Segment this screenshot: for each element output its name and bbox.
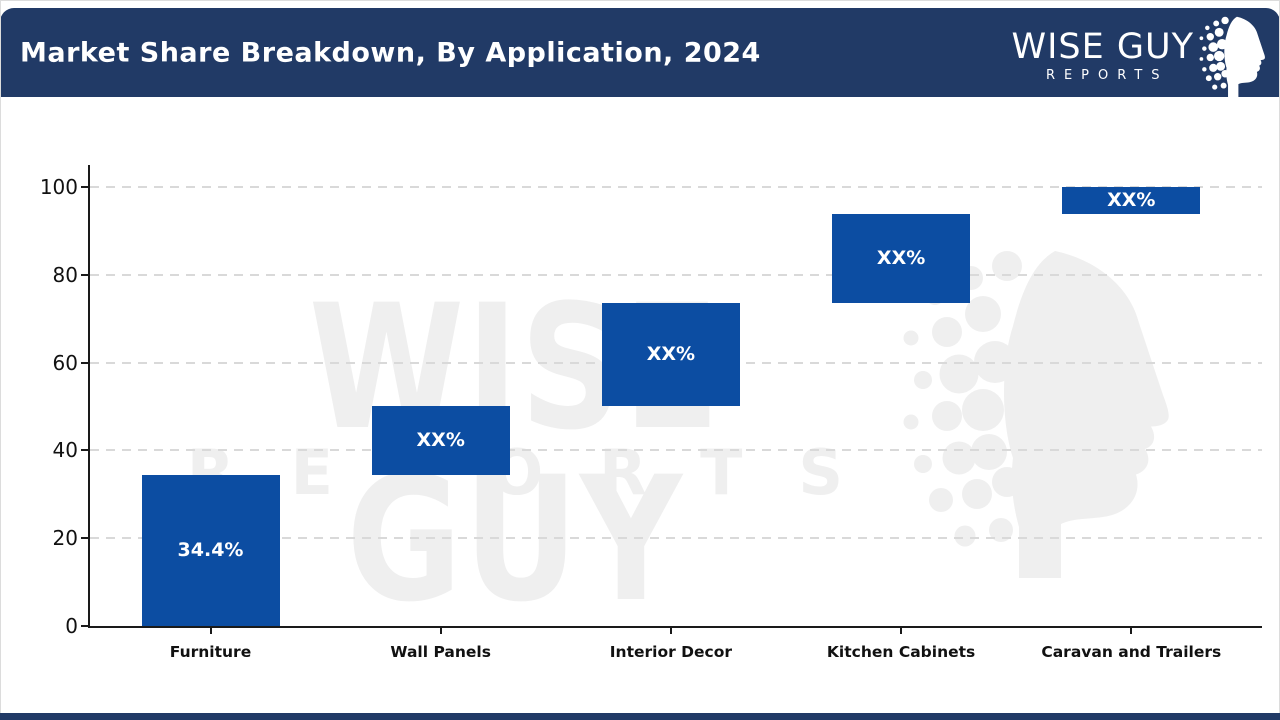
logo-wise-guy-label: WISE GUY: [1011, 27, 1194, 67]
x-tick-label: Furniture: [169, 643, 252, 661]
y-tick-mark: [81, 449, 88, 452]
bar-interior-decor: XX%: [601, 302, 740, 407]
x-tick-label: Wall Panels: [390, 643, 491, 661]
header-bar: Market Share Breakdown, By Application, …: [0, 8, 1280, 98]
gridline-20: [90, 537, 1262, 540]
x-tick-label: Interior Decor: [609, 643, 732, 661]
y-axis-line: [88, 165, 90, 628]
x-tick-label: Kitchen Cabinets: [826, 643, 976, 661]
bar-kitchen-cabinets: XX%: [832, 214, 971, 303]
y-tick-label: 80: [52, 262, 78, 287]
wise-guy-reports-logo: WISE GUY REPORTS: [1011, 14, 1268, 98]
logo-reports-label: REPORTS: [1045, 68, 1169, 83]
y-tick-label: 0: [65, 614, 78, 638]
y-tick-label: 100: [39, 175, 78, 199]
x-tick-mark: [439, 628, 442, 634]
y-tick-label: 20: [52, 526, 78, 551]
bar-caravan-and-trailers: XX%: [1062, 187, 1201, 215]
y-tick-label: 60: [52, 350, 78, 375]
page-title: Market Share Breakdown, By Application, …: [20, 37, 761, 68]
y-tick-label: 40: [52, 438, 78, 463]
bar-wall-panels: XX%: [371, 406, 510, 475]
x-tick-mark: [1130, 628, 1133, 634]
y-tick-mark: [81, 361, 88, 364]
gridline-80: [90, 273, 1262, 276]
y-tick-mark: [81, 186, 88, 188]
bar-furniture: 34.4%: [141, 474, 280, 626]
logo-text: WISE GUY REPORTS: [1011, 27, 1194, 84]
x-tick-label: Caravan and Trailers: [1041, 643, 1222, 661]
bar-value-label: XX%: [1107, 189, 1156, 212]
gridline-40: [90, 449, 1262, 452]
gridline-100: [90, 186, 1262, 188]
x-tick-mark: [900, 628, 903, 634]
x-tick-mark: [669, 628, 672, 634]
bar-value-label: XX%: [876, 247, 926, 270]
bar-value-label: XX%: [416, 429, 465, 451]
x-axis-line: [88, 626, 1262, 628]
x-tick-mark: [209, 628, 212, 634]
bar-value-label: XX%: [646, 342, 696, 365]
y-tick-mark: [81, 625, 88, 627]
bar-value-label: 34.4%: [177, 538, 244, 561]
footer-bar: [0, 713, 1280, 720]
logo-head-icon: [1199, 16, 1265, 98]
y-tick-mark: [81, 273, 88, 276]
y-tick-mark: [81, 537, 88, 540]
